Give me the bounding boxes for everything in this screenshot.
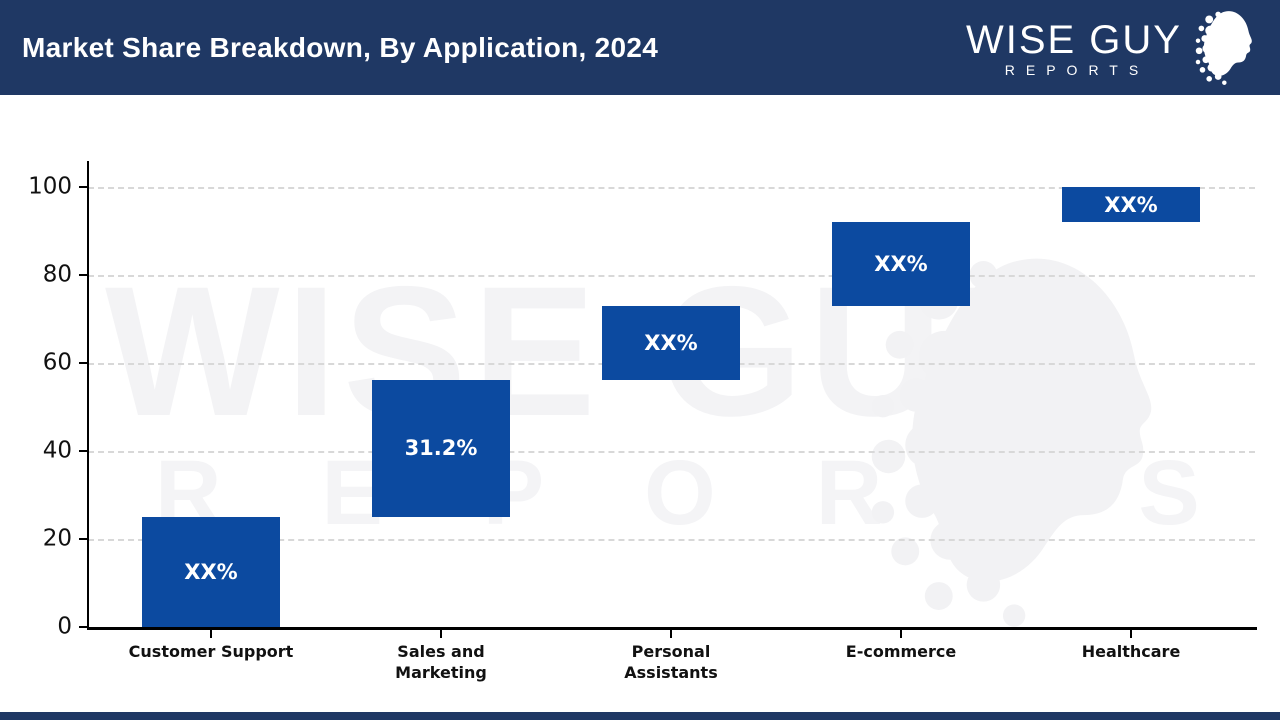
page-title: Market Share Breakdown, By Application, … — [22, 31, 659, 63]
gridline — [88, 187, 1255, 189]
y-axis-tick — [79, 626, 88, 628]
x-category-label: Healthcare — [1081, 642, 1181, 661]
y-axis-line — [87, 161, 89, 629]
bar-value-label: XX% — [644, 330, 698, 355]
logo-subtext: REPORTS — [1004, 61, 1150, 78]
waterfall-chart: WISE GUY REPORTS 0 20 40 60 80 100 XX% Customer… — [0, 95, 1280, 712]
gridline — [88, 275, 1255, 277]
x-category-label: Personal Assistants — [624, 642, 718, 683]
bar-value-label: XX% — [184, 560, 238, 584]
x-axis-tick — [210, 630, 212, 638]
x-axis-tick — [440, 630, 442, 638]
wise-guy-reports-logo: WISE GUY REPORTS — [966, 5, 1266, 91]
y-axis-tick — [79, 450, 88, 452]
y-axis-tick-label: 60 — [42, 349, 72, 376]
bar: XX% — [602, 305, 740, 380]
bar-value-label: 31.2% — [404, 436, 478, 461]
bar-value-label: XX% — [874, 251, 928, 276]
y-axis-tick-label: 80 — [42, 261, 72, 288]
x-category-label: Sales and Marketing — [395, 642, 487, 683]
y-axis-tick-label: 100 — [28, 173, 72, 200]
x-axis-tick — [670, 630, 672, 638]
gridline — [88, 451, 1255, 453]
logo-text: WISE GUY REPORTS — [966, 19, 1182, 78]
y-axis-tick — [79, 274, 88, 276]
y-axis-tick-label: 0 — [57, 613, 72, 640]
header-banner: Market Share Breakdown, By Application, … — [0, 0, 1280, 95]
y-axis-tick — [79, 538, 88, 540]
bar: XX% — [1062, 187, 1200, 223]
bar: XX% — [832, 222, 970, 306]
x-category-label: E-commerce — [845, 642, 957, 661]
footer-bar — [0, 712, 1280, 720]
dotted-head-profile-icon — [1186, 6, 1266, 90]
y-axis-tick — [79, 362, 88, 364]
gridline — [88, 539, 1255, 541]
logo-wordmark: WISE GUY — [965, 17, 1182, 62]
y-axis-tick — [79, 186, 88, 188]
x-axis-tick — [900, 630, 902, 638]
bar-value-label: XX% — [1104, 192, 1158, 217]
y-axis-tick-label: 20 — [42, 525, 72, 552]
x-axis-line — [87, 627, 1257, 630]
x-category-label: Customer Support — [128, 642, 294, 661]
x-axis-tick — [1130, 630, 1132, 638]
y-axis-tick-label: 40 — [42, 437, 72, 464]
bar: XX% — [142, 517, 280, 627]
bar: 31.2% — [372, 379, 510, 517]
